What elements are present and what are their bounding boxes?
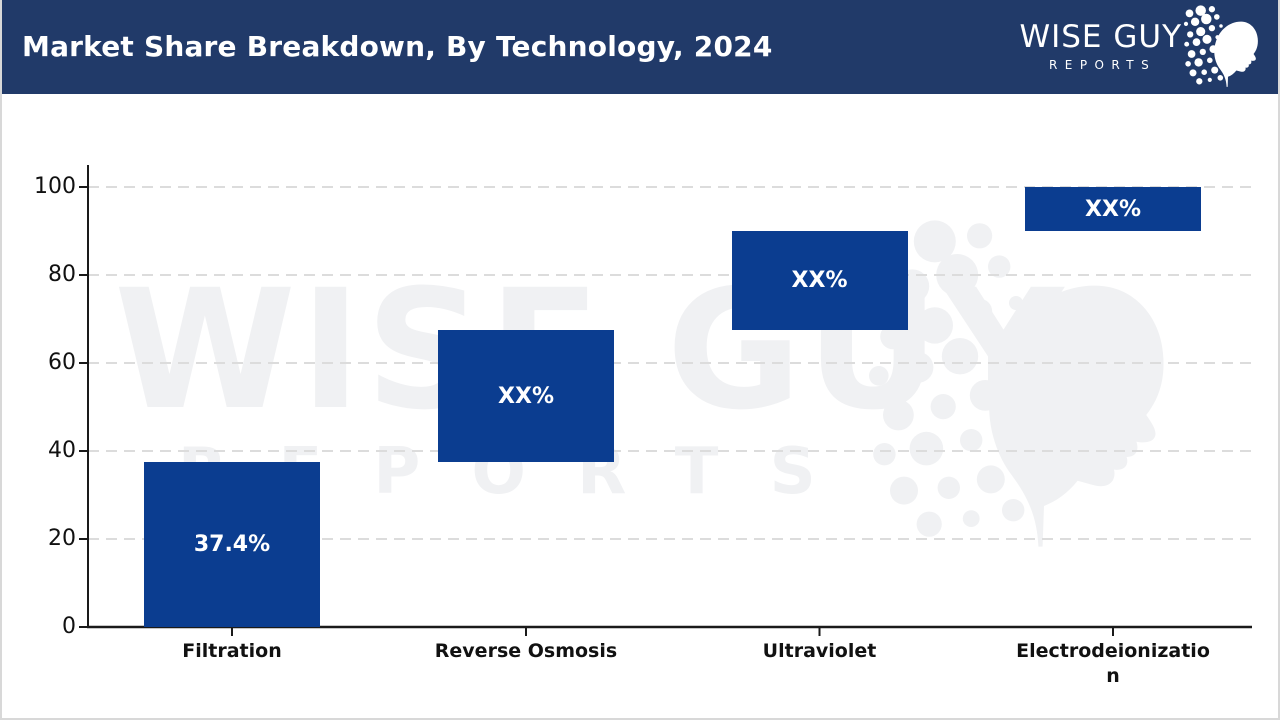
y-axis-tick-label: 100 [34, 174, 76, 199]
y-axis-tick-label: 40 [48, 438, 76, 463]
bar-reverse-osmosis: XX% [438, 330, 614, 463]
bar-value-label: XX% [791, 268, 848, 293]
y-axis-tick-label: 60 [48, 350, 76, 375]
logo-text: WISE GUY REPORTS [1019, 19, 1182, 73]
x-axis-label-electrodeionization: Electrodeionization [1016, 640, 1210, 687]
bar-value-label: XX% [498, 383, 554, 409]
wiseguy-head-icon [1183, 5, 1258, 87]
bar-electrodeionization: XX% [1025, 187, 1201, 231]
y-axis-tick-label: 0 [62, 614, 76, 639]
x-axis-label-reverse-osmosis: Reverse Osmosis [434, 640, 618, 662]
x-axis-label-filtration: Filtration [182, 640, 282, 662]
y-axis-tick-label: 80 [48, 262, 76, 287]
logo-subtext: REPORTS [1049, 58, 1157, 72]
bar-ultraviolet: XX% [731, 231, 908, 330]
logo-wordmark: WISE GUY [1019, 19, 1182, 55]
bar-filtration: 37.4% [144, 462, 320, 627]
bar-value-label: XX% [1085, 196, 1141, 222]
wiseguy-logo: WISE GUY REPORTS [1019, 5, 1264, 89]
bar-value-label: 37.4% [193, 532, 271, 558]
x-axis-label-ultraviolet: Ultraviolet [762, 640, 877, 662]
y-axis-tick-label: 20 [48, 526, 76, 551]
page-title: Market Share Breakdown, By Technology, 2… [22, 29, 773, 63]
header-bar: Market Share Breakdown, By Technology, 2… [2, 0, 1278, 94]
